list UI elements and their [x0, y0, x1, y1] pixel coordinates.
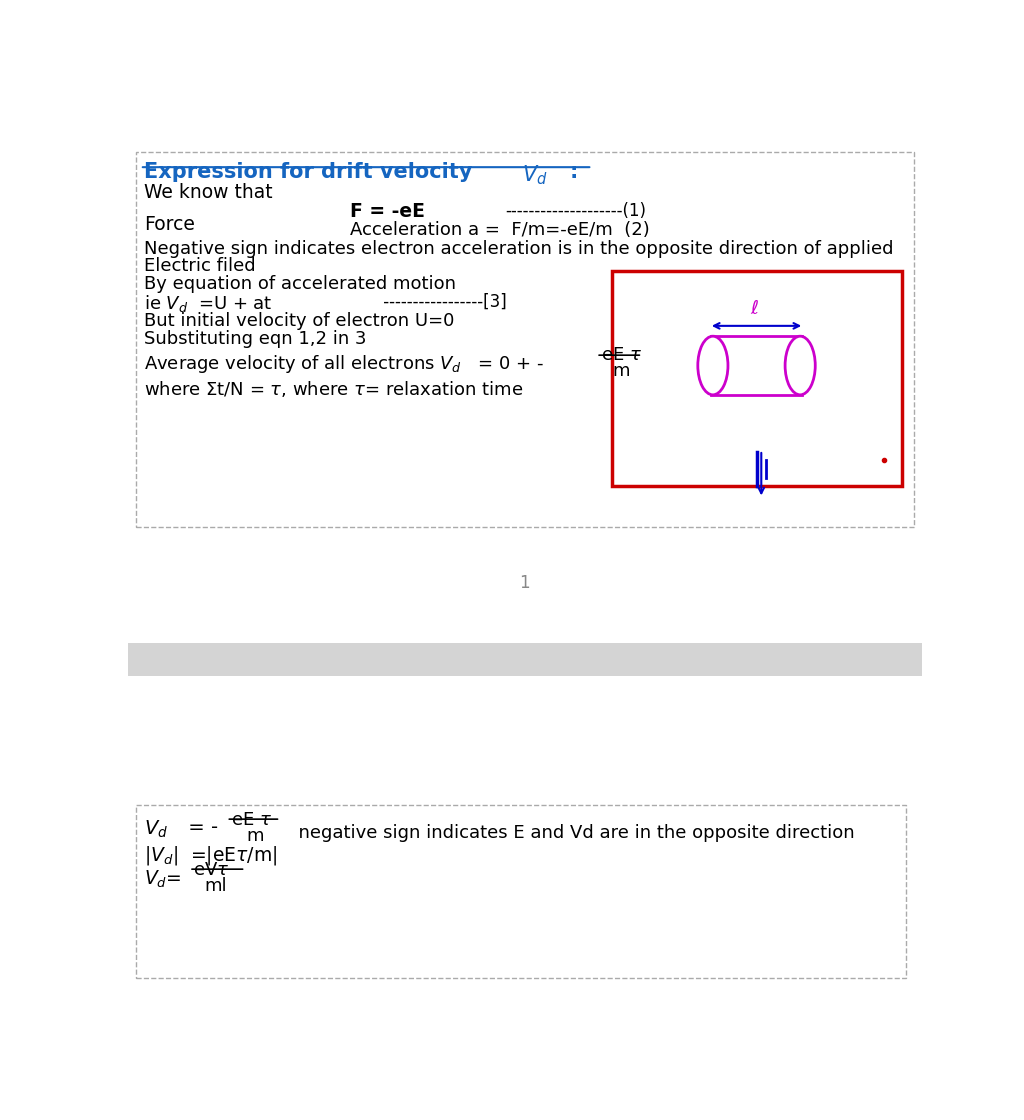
FancyBboxPatch shape — [712, 336, 802, 395]
Ellipse shape — [785, 336, 815, 395]
Text: where $\Sigma$t/N = $\tau$, where $\tau$= relaxation time: where $\Sigma$t/N = $\tau$, where $\tau$… — [143, 380, 523, 400]
Text: Substituting eqn 1,2 in 3: Substituting eqn 1,2 in 3 — [143, 330, 367, 348]
Text: $V_d$: $V_d$ — [143, 819, 168, 840]
Text: Force: Force — [143, 215, 195, 234]
Text: But initial velocity of electron U=0: But initial velocity of electron U=0 — [143, 312, 455, 330]
Text: --------------------(1): --------------------(1) — [505, 202, 646, 220]
Text: m: m — [246, 827, 264, 844]
Text: Average velocity of all electrons $V_d$   = 0 + -: Average velocity of all electrons $V_d$ … — [143, 353, 544, 374]
FancyBboxPatch shape — [612, 271, 902, 486]
FancyBboxPatch shape — [136, 151, 913, 526]
FancyBboxPatch shape — [128, 643, 922, 676]
Text: = -: = - — [182, 819, 218, 838]
Text: eE $\tau$: eE $\tau$ — [231, 811, 272, 829]
Text: 1: 1 — [519, 575, 530, 592]
Text: Acceleration a =  F/m=-eE/m  (2): Acceleration a = F/m=-eE/m (2) — [350, 221, 650, 239]
Text: ie $V_d$  =U + at: ie $V_d$ =U + at — [143, 293, 272, 314]
FancyBboxPatch shape — [136, 805, 905, 978]
Text: F = -eE: F = -eE — [350, 202, 425, 221]
Text: $\ell$: $\ell$ — [751, 299, 760, 318]
Text: Expression for drift velocity: Expression for drift velocity — [143, 162, 479, 181]
Text: m: m — [612, 362, 630, 380]
Ellipse shape — [697, 336, 728, 395]
Text: ml: ml — [204, 877, 226, 895]
Text: We know that: We know that — [143, 183, 272, 202]
Text: $V_d$=: $V_d$= — [143, 869, 181, 890]
Text: By equation of accelerated motion: By equation of accelerated motion — [143, 276, 456, 293]
Text: Electric filed: Electric filed — [143, 256, 256, 274]
Text: |$V_d$|  =|eE$\tau$/m|: |$V_d$| =|eE$\tau$/m| — [143, 844, 278, 867]
Text: :: : — [570, 162, 579, 181]
Text: -----------------[3]: -----------------[3] — [378, 293, 507, 311]
Text: $V_d$: $V_d$ — [522, 164, 548, 187]
Text: Negative sign indicates electron acceleration is in the opposite direction of ap: Negative sign indicates electron acceler… — [143, 240, 893, 258]
Text: negative sign indicates E and Vd are in the opposite direction: negative sign indicates E and Vd are in … — [287, 824, 854, 842]
Text: eV$\tau$: eV$\tau$ — [194, 860, 229, 878]
Text: eE $\tau$: eE $\tau$ — [601, 346, 642, 364]
